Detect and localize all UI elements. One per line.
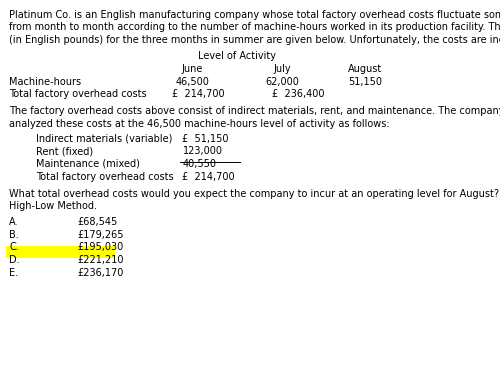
Text: £  236,400: £ 236,400 xyxy=(272,89,325,99)
Text: 123,000: 123,000 xyxy=(182,146,222,156)
Text: August: August xyxy=(348,64,382,74)
Text: £  214,700: £ 214,700 xyxy=(182,172,235,182)
Text: £195,030: £195,030 xyxy=(78,242,124,252)
Text: analyzed these costs at the 46,500 machine-hours level of activity as follows:: analyzed these costs at the 46,500 machi… xyxy=(9,119,390,129)
Text: 51,150: 51,150 xyxy=(348,77,382,87)
Text: £179,265: £179,265 xyxy=(78,230,124,240)
Text: 46,500: 46,500 xyxy=(176,77,210,87)
Text: Level of Activity: Level of Activity xyxy=(198,51,276,61)
Text: Maintenance (mixed): Maintenance (mixed) xyxy=(36,159,140,169)
Text: B.: B. xyxy=(9,230,19,240)
Text: The factory overhead costs above consist of indirect materials, rent, and mainte: The factory overhead costs above consist… xyxy=(9,106,500,116)
Text: from month to month according to the number of machine-hours worked in its produ: from month to month according to the num… xyxy=(9,22,500,32)
Text: £221,210: £221,210 xyxy=(78,255,124,265)
Text: 40,550: 40,550 xyxy=(182,159,216,169)
Text: June: June xyxy=(182,64,203,74)
Text: E.: E. xyxy=(9,268,18,278)
Text: £236,170: £236,170 xyxy=(78,268,124,278)
Text: C.: C. xyxy=(9,242,19,252)
Text: Total factory overhead costs: Total factory overhead costs xyxy=(9,89,146,99)
Text: July: July xyxy=(274,64,291,74)
Text: Total factory overhead costs: Total factory overhead costs xyxy=(36,172,173,182)
Text: (in English pounds) for the three months in summer are given below. Unfortunatel: (in English pounds) for the three months… xyxy=(9,35,500,45)
Text: £68,545: £68,545 xyxy=(78,217,118,227)
Text: Machine-hours: Machine-hours xyxy=(9,77,81,87)
Text: A.: A. xyxy=(9,217,18,227)
Text: What total overhead costs would you expect the company to incur at an operating : What total overhead costs would you expe… xyxy=(9,189,500,199)
Text: 62,000: 62,000 xyxy=(266,77,300,87)
Text: Rent (fixed): Rent (fixed) xyxy=(36,146,93,156)
Text: Platinum Co. is an English manufacturing company whose total factory overhead co: Platinum Co. is an English manufacturing… xyxy=(9,10,500,20)
Text: £  51,150: £ 51,150 xyxy=(182,134,229,144)
Text: High-Low Method.: High-Low Method. xyxy=(9,201,97,211)
Text: £  214,700: £ 214,700 xyxy=(172,89,225,99)
Text: Indirect materials (variable): Indirect materials (variable) xyxy=(36,134,172,144)
Text: D.: D. xyxy=(9,255,20,265)
